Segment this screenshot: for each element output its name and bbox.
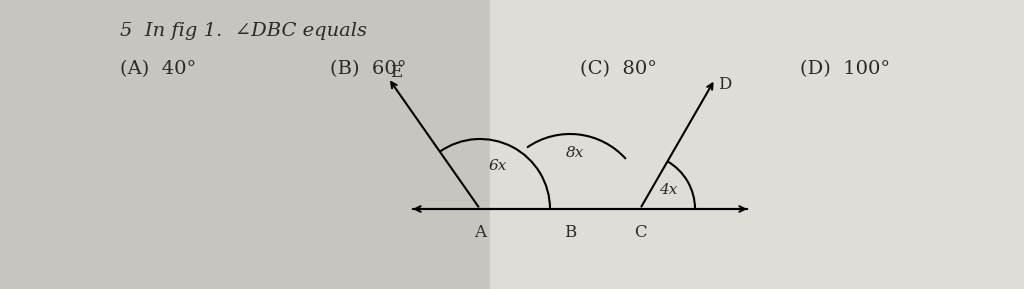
- Text: 4x: 4x: [659, 183, 678, 197]
- Text: E: E: [390, 64, 402, 81]
- Text: 6x: 6x: [488, 159, 507, 173]
- Text: (D)  100°: (D) 100°: [800, 60, 890, 78]
- Text: (A)  40°: (A) 40°: [120, 60, 197, 78]
- Text: 8x: 8x: [566, 146, 585, 160]
- Text: (B)  60°: (B) 60°: [330, 60, 407, 78]
- Bar: [0, 0, 490, 289]
- Text: 5  In fig 1.  ∠DBC equals: 5 In fig 1. ∠DBC equals: [120, 22, 367, 40]
- Text: (C)  80°: (C) 80°: [580, 60, 657, 78]
- Text: C: C: [634, 224, 646, 241]
- Text: B: B: [564, 224, 577, 241]
- Bar: [490, 0, 1024, 289]
- Text: A: A: [474, 224, 486, 241]
- Text: D: D: [718, 76, 732, 92]
